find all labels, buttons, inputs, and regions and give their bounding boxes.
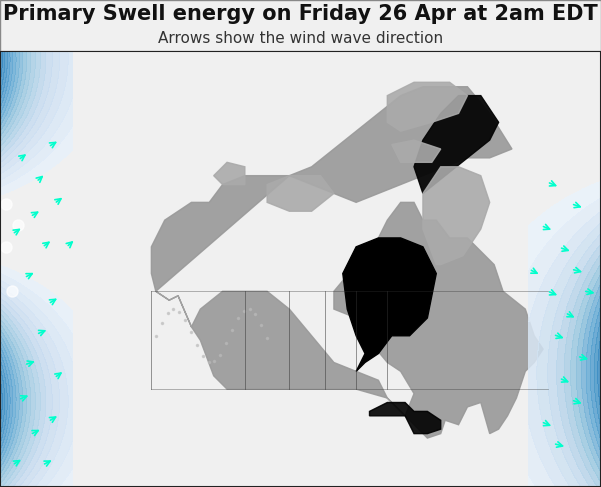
Polygon shape bbox=[267, 176, 334, 211]
Polygon shape bbox=[423, 167, 490, 264]
Text: Primary Swell energy on Friday 26 Apr at 2am EDT: Primary Swell energy on Friday 26 Apr at… bbox=[3, 4, 598, 24]
Polygon shape bbox=[343, 238, 436, 372]
Polygon shape bbox=[414, 95, 499, 193]
Polygon shape bbox=[370, 402, 441, 433]
Polygon shape bbox=[214, 162, 245, 185]
Polygon shape bbox=[151, 87, 543, 438]
Text: Arrows show the wind wave direction: Arrows show the wind wave direction bbox=[158, 31, 443, 46]
Polygon shape bbox=[387, 82, 468, 131]
Polygon shape bbox=[392, 140, 441, 162]
